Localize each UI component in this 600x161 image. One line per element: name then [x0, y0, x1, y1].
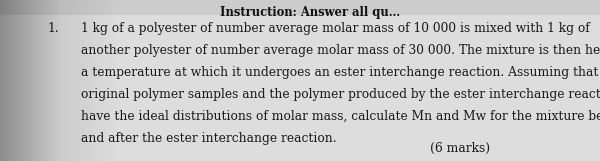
Text: (6 marks): (6 marks)	[430, 142, 490, 155]
Text: 1 kg of a polyester of number average molar mass of 10 000 is mixed with 1 kg of: 1 kg of a polyester of number average mo…	[81, 22, 590, 35]
Text: and after the ester interchange reaction.: and after the ester interchange reaction…	[81, 132, 337, 145]
Text: original polymer samples and the polymer produced by the ester interchange react: original polymer samples and the polymer…	[81, 88, 600, 101]
Text: another polyester of number average molar mass of 30 000. The mixture is then he: another polyester of number average mola…	[81, 44, 600, 57]
Text: a temperature at which it undergoes an ester interchange reaction. Assuming that: a temperature at which it undergoes an e…	[81, 66, 600, 79]
Text: have the ideal distributions of molar mass, calculate Mn and Mw for the mixture : have the ideal distributions of molar ma…	[81, 110, 600, 123]
Text: 1.: 1.	[48, 22, 59, 35]
Text: Instruction: Answer all qu…: Instruction: Answer all qu…	[220, 6, 400, 19]
